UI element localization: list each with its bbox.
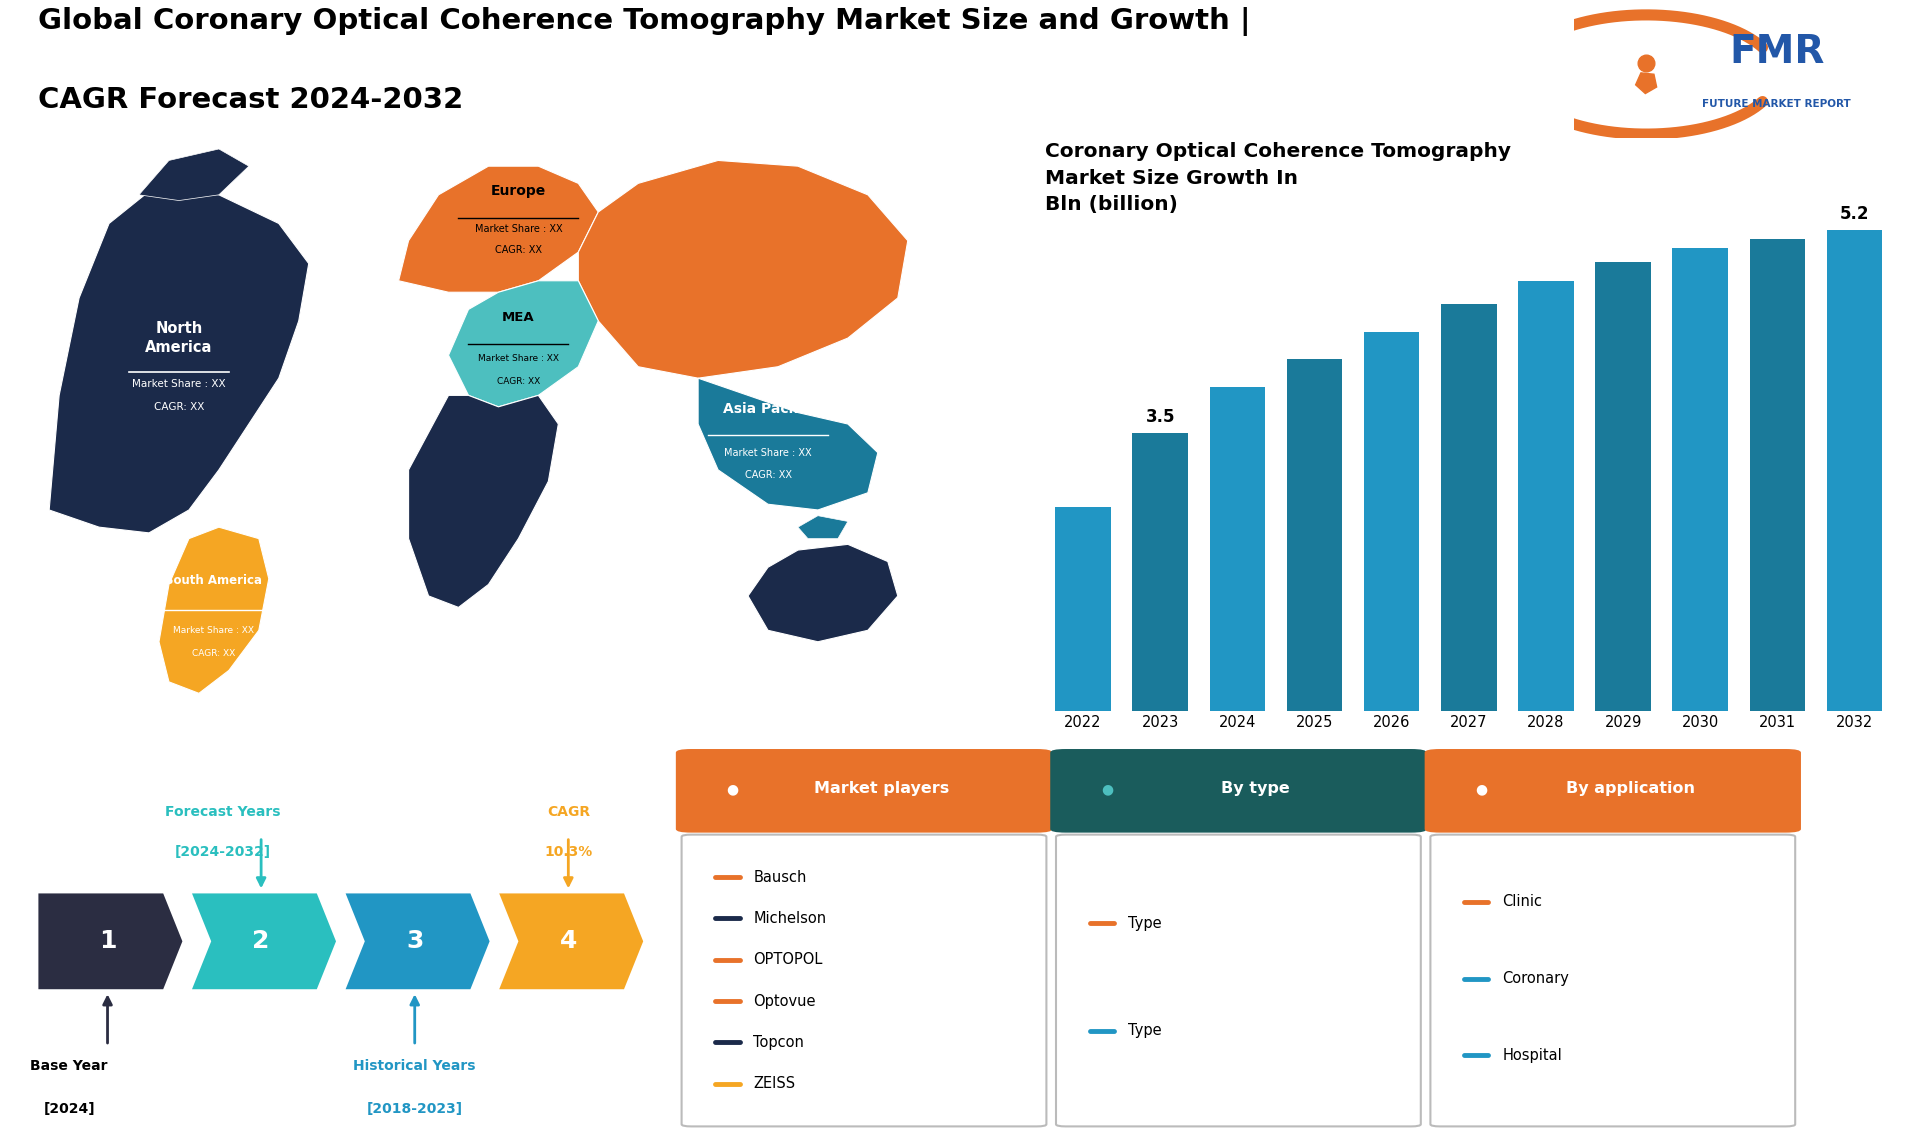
Bar xyxy=(1363,331,1419,711)
FancyBboxPatch shape xyxy=(676,749,1052,833)
Polygon shape xyxy=(138,149,250,201)
Polygon shape xyxy=(499,894,643,989)
Text: Market players: Market players xyxy=(814,782,948,796)
Text: 4: 4 xyxy=(559,929,578,953)
FancyBboxPatch shape xyxy=(1056,834,1421,1127)
Text: Asia Pacific: Asia Pacific xyxy=(724,401,812,416)
Text: Coronary Optical Coherence Tomography
Market Size Growth In
Bln (billion): Coronary Optical Coherence Tomography Ma… xyxy=(1044,142,1511,214)
Polygon shape xyxy=(699,378,877,510)
Text: Michelson: Michelson xyxy=(753,911,826,926)
Text: By application: By application xyxy=(1565,782,1695,796)
FancyBboxPatch shape xyxy=(1430,834,1795,1127)
Text: CAGR Forecast 2024-2032: CAGR Forecast 2024-2032 xyxy=(38,86,463,115)
Bar xyxy=(1056,508,1112,711)
Text: [2024]: [2024] xyxy=(44,1102,94,1116)
Text: ZEISS: ZEISS xyxy=(753,1076,795,1091)
Text: FMR: FMR xyxy=(1730,33,1824,71)
Polygon shape xyxy=(749,544,899,642)
Text: Base Year: Base Year xyxy=(31,1059,108,1073)
Text: 3: 3 xyxy=(405,929,424,953)
Text: North
America: North America xyxy=(146,321,213,355)
Text: Bausch: Bausch xyxy=(753,870,806,885)
Text: ●: ● xyxy=(726,782,739,796)
Text: ●: ● xyxy=(1475,782,1488,796)
Bar xyxy=(1286,360,1342,711)
Polygon shape xyxy=(346,894,490,989)
FancyBboxPatch shape xyxy=(682,834,1046,1127)
Polygon shape xyxy=(409,395,559,607)
Text: Market Share : XX: Market Share : XX xyxy=(724,448,812,457)
Text: Market Share : XX: Market Share : XX xyxy=(478,354,559,363)
Text: Clinic: Clinic xyxy=(1501,895,1542,910)
Text: Hospital: Hospital xyxy=(1501,1047,1563,1062)
Polygon shape xyxy=(192,894,336,989)
Text: 1: 1 xyxy=(98,929,117,953)
Text: [2018-2023]: [2018-2023] xyxy=(367,1102,463,1116)
Text: CAGR: XX: CAGR: XX xyxy=(154,402,204,411)
Bar xyxy=(1519,281,1574,711)
Text: South America: South America xyxy=(165,574,263,588)
Bar xyxy=(1672,249,1728,711)
Text: FUTURE MARKET REPORT: FUTURE MARKET REPORT xyxy=(1703,100,1851,109)
Bar xyxy=(1133,433,1188,711)
Bar xyxy=(1596,262,1651,711)
Text: Global Coronary Optical Coherence Tomography Market Size and Growth |: Global Coronary Optical Coherence Tomogr… xyxy=(38,8,1252,37)
Text: CAGR: XX: CAGR: XX xyxy=(192,649,236,658)
Text: Coronary: Coronary xyxy=(1501,971,1569,986)
Text: CAGR: XX: CAGR: XX xyxy=(745,471,791,480)
Text: Type: Type xyxy=(1127,916,1162,931)
Polygon shape xyxy=(799,516,849,539)
Bar xyxy=(1210,387,1265,711)
FancyBboxPatch shape xyxy=(1050,749,1427,833)
Polygon shape xyxy=(399,166,599,292)
Text: Topcon: Topcon xyxy=(753,1035,804,1050)
Text: Forecast Years: Forecast Years xyxy=(165,806,280,819)
Bar xyxy=(1749,240,1805,711)
Text: 5.2: 5.2 xyxy=(1839,204,1870,222)
Text: By type: By type xyxy=(1221,782,1290,796)
Text: MEA: MEA xyxy=(503,311,534,324)
Text: [2024-2032]: [2024-2032] xyxy=(175,845,271,858)
FancyBboxPatch shape xyxy=(1425,749,1801,833)
Polygon shape xyxy=(578,160,908,378)
Text: 10.3%: 10.3% xyxy=(543,845,593,858)
Text: CAGR: CAGR xyxy=(547,806,589,819)
Text: ●: ● xyxy=(1100,782,1114,796)
Polygon shape xyxy=(50,183,309,533)
Text: 3.5: 3.5 xyxy=(1146,408,1175,426)
Bar xyxy=(1826,230,1882,711)
Text: CAGR: XX: CAGR: XX xyxy=(497,377,540,386)
Polygon shape xyxy=(159,527,269,693)
Bar xyxy=(1442,304,1496,711)
Text: Type: Type xyxy=(1127,1023,1162,1038)
Text: CAGR: XX: CAGR: XX xyxy=(495,245,541,256)
Polygon shape xyxy=(38,894,182,989)
Text: Market Share : XX: Market Share : XX xyxy=(132,379,227,388)
Text: OPTOPOL: OPTOPOL xyxy=(753,952,824,967)
Text: Historical Years: Historical Years xyxy=(353,1059,476,1073)
Text: Market Share : XX: Market Share : XX xyxy=(474,225,563,234)
Text: Optovue: Optovue xyxy=(753,994,816,1008)
Text: Europe: Europe xyxy=(492,183,545,198)
Text: Market Share : XX: Market Share : XX xyxy=(173,626,253,635)
Polygon shape xyxy=(449,281,599,407)
Text: 2: 2 xyxy=(252,929,271,953)
